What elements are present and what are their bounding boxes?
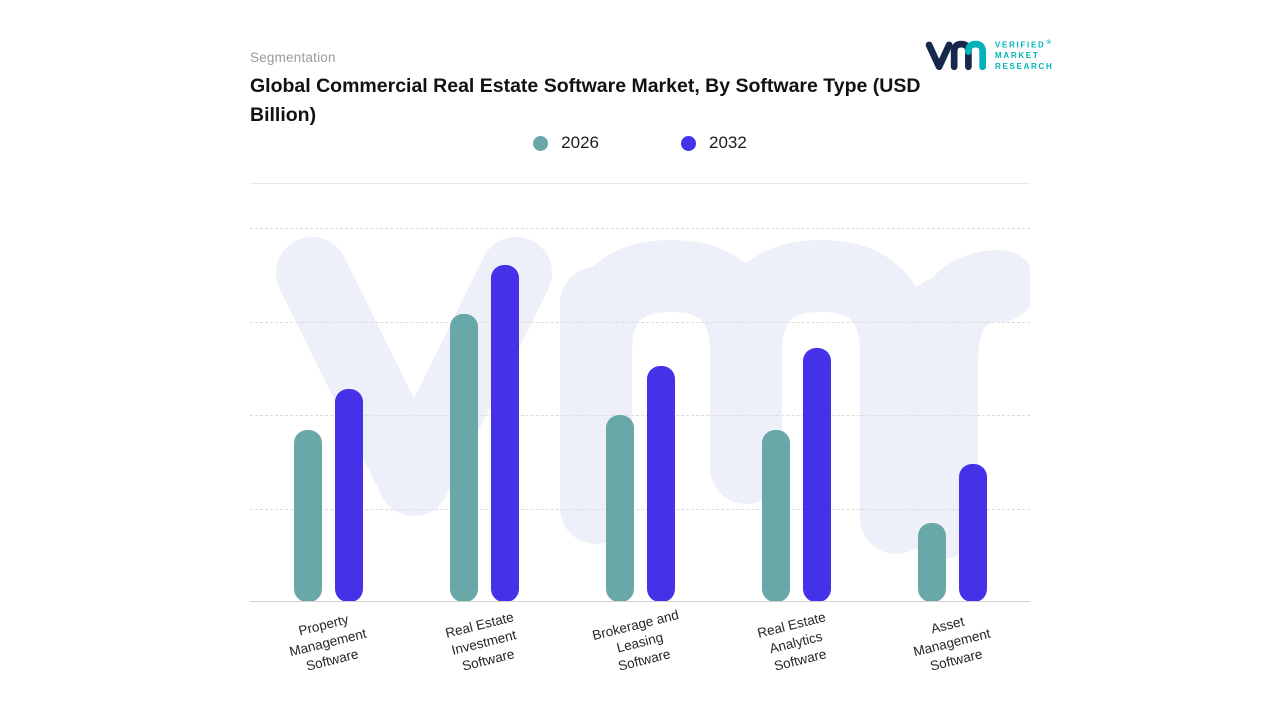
legend-item-2026: 2026 <box>533 133 599 153</box>
bar-2026 <box>605 415 634 602</box>
logo-line-research: RESEARCH <box>995 62 1054 72</box>
category-group <box>718 228 874 602</box>
chart-legend: 2026 2032 <box>250 133 1030 153</box>
bar-pair <box>917 228 987 602</box>
category-labels: Property Management Software Real Estate Inv… <box>250 607 1030 674</box>
legend-label: 2026 <box>561 133 599 152</box>
legend-label: 2032 <box>709 133 747 152</box>
bar-2026 <box>761 429 790 602</box>
bar-pair <box>293 228 363 602</box>
bar-2032 <box>334 388 363 602</box>
category-group <box>562 228 718 602</box>
bar-2026 <box>293 429 322 602</box>
header-divider <box>250 183 1030 184</box>
bar-2032 <box>646 366 675 602</box>
category-label: Real Estate Analytics Software <box>755 609 828 674</box>
bar-pair <box>449 228 519 602</box>
gridline <box>250 321 1030 323</box>
bar-2026 <box>917 523 946 602</box>
bar-pair <box>605 228 675 602</box>
bar-pair <box>761 228 831 602</box>
category-label: Brokerage and Leasing Software <box>590 607 681 674</box>
legend-item-2032: 2032 <box>681 133 747 153</box>
category-label: Real Estate Investment Software <box>443 609 518 674</box>
category-group <box>250 228 406 602</box>
x-axis-line <box>250 601 1030 602</box>
page-title: Global Commercial Real Estate Software M… <box>250 75 921 126</box>
bar-2032 <box>958 463 987 602</box>
bar-chart: Property Management Software Real Estate Inv… <box>250 228 1030 674</box>
gridline <box>250 508 1030 510</box>
gridline <box>250 228 1030 229</box>
logo-line-verified: VERIFIED® <box>995 39 1053 50</box>
gridline <box>250 415 1030 416</box>
segmentation-label: Segmentation <box>250 50 336 65</box>
registered-mark: ® <box>1046 39 1053 46</box>
legend-marker <box>681 135 696 151</box>
category-group <box>874 228 1030 602</box>
legend-marker <box>533 135 549 151</box>
category-label: Asset Management Software <box>911 613 992 674</box>
vmr-logo-icon <box>925 40 986 71</box>
vmr-logo-text: VERIFIED® MARKET RESEARCH <box>995 38 1054 73</box>
bar-2032 <box>490 265 519 602</box>
bar-2032 <box>802 347 831 602</box>
vmr-logo: VERIFIED® MARKET RESEARCH <box>924 36 1054 74</box>
category-group <box>406 228 562 602</box>
category-label: Property Management Software <box>287 611 368 674</box>
bar-2026 <box>449 314 478 602</box>
logo-line-market: MARKET <box>995 51 1040 61</box>
chart-groups <box>250 228 1030 602</box>
plot-area <box>250 228 1030 602</box>
